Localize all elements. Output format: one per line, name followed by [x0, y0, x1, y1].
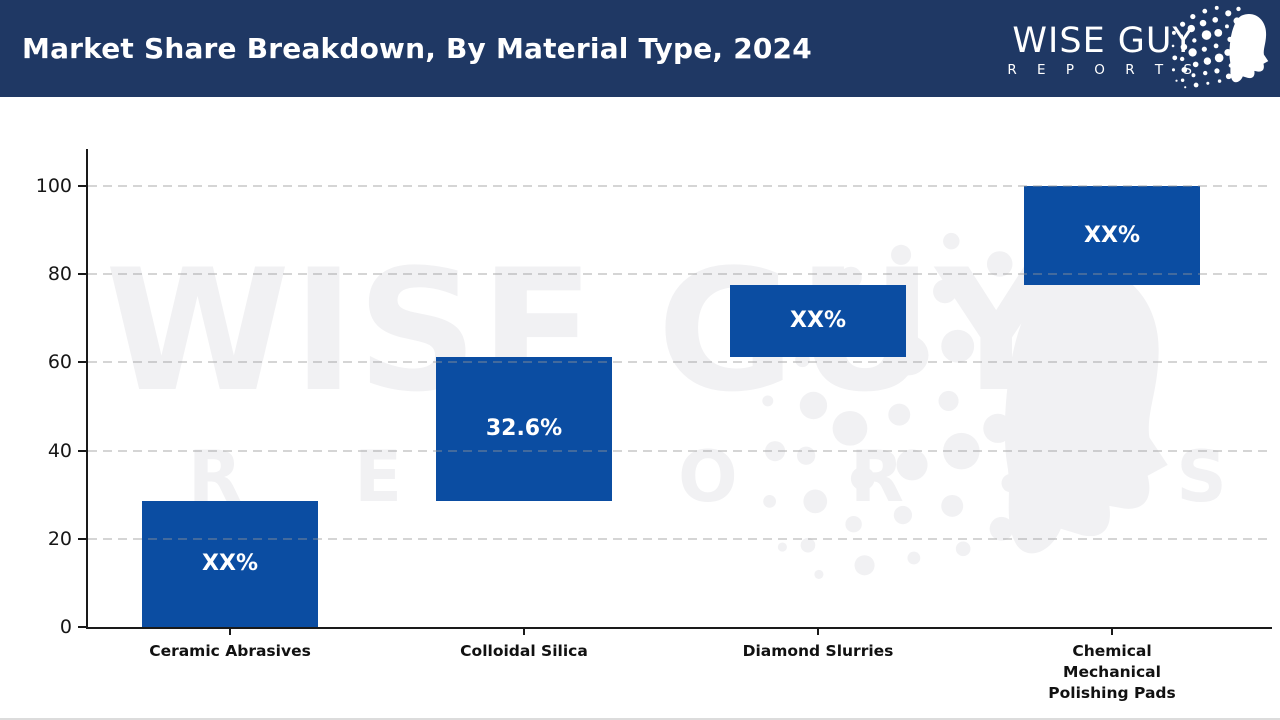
y-tick-label: 60 — [47, 351, 72, 374]
wiseguy-logo: WISE GUY R E P O R T S — [1007, 0, 1270, 97]
gridline — [88, 273, 1270, 276]
x-category-label: Chemical Mechanical Polishing Pads — [1048, 642, 1176, 702]
chart-title: Market Share Breakdown, By Material Type… — [22, 32, 812, 65]
y-tick-label: 80 — [47, 263, 72, 286]
x-category-label: Diamond Slurries — [742, 642, 894, 660]
wiseguy-logo-name: WISE GUY — [1012, 21, 1195, 61]
y-tick-label: 0 — [59, 616, 72, 638]
wiseguy-head-icon — [1171, 5, 1269, 88]
x-category-label: Ceramic Abrasives — [149, 642, 311, 660]
wiseguy-logo-text: WISE GUY R E P O R T S — [1007, 21, 1200, 78]
bar-value-label: XX% — [790, 308, 846, 334]
x-category-label: Colloidal Silica — [460, 642, 588, 660]
chart-canvas: WISE GUY R E P O R T S 0 20 40 60 80 100 XX% 32… — [0, 97, 1280, 718]
x-tick-mark — [817, 628, 819, 635]
x-axis-line — [86, 627, 1272, 629]
bar-segment: 32.6% — [436, 357, 612, 501]
y-axis-line — [86, 149, 88, 629]
bar-segment: XX% — [142, 500, 318, 627]
y-tick-mark — [78, 273, 87, 276]
gridline — [88, 185, 1270, 187]
bar-value-label: XX% — [202, 551, 258, 577]
y-tick-mark — [78, 537, 87, 540]
y-tick-mark — [78, 449, 87, 452]
bar-value-label: XX% — [1084, 222, 1140, 248]
gridline — [88, 537, 1270, 540]
y-tick-mark — [78, 361, 87, 364]
y-tick-mark — [78, 185, 87, 187]
y-tick-label: 100 — [35, 175, 72, 197]
gridline — [88, 449, 1270, 452]
bar-segment: XX% — [1024, 186, 1200, 285]
header-bar: Market Share Breakdown, By Material Type… — [0, 0, 1280, 97]
wiseguy-logo-reports: R E P O R T S — [1007, 62, 1200, 78]
y-tick-label: 40 — [47, 439, 72, 462]
x-tick-mark — [229, 628, 231, 635]
x-tick-mark — [1111, 628, 1113, 635]
x-tick-mark — [523, 628, 525, 635]
bar-segment: XX% — [730, 284, 906, 358]
gridline — [88, 361, 1270, 364]
bar-value-label: 32.6% — [485, 416, 563, 442]
y-tick-label: 20 — [47, 527, 72, 550]
y-tick-mark — [78, 626, 87, 628]
